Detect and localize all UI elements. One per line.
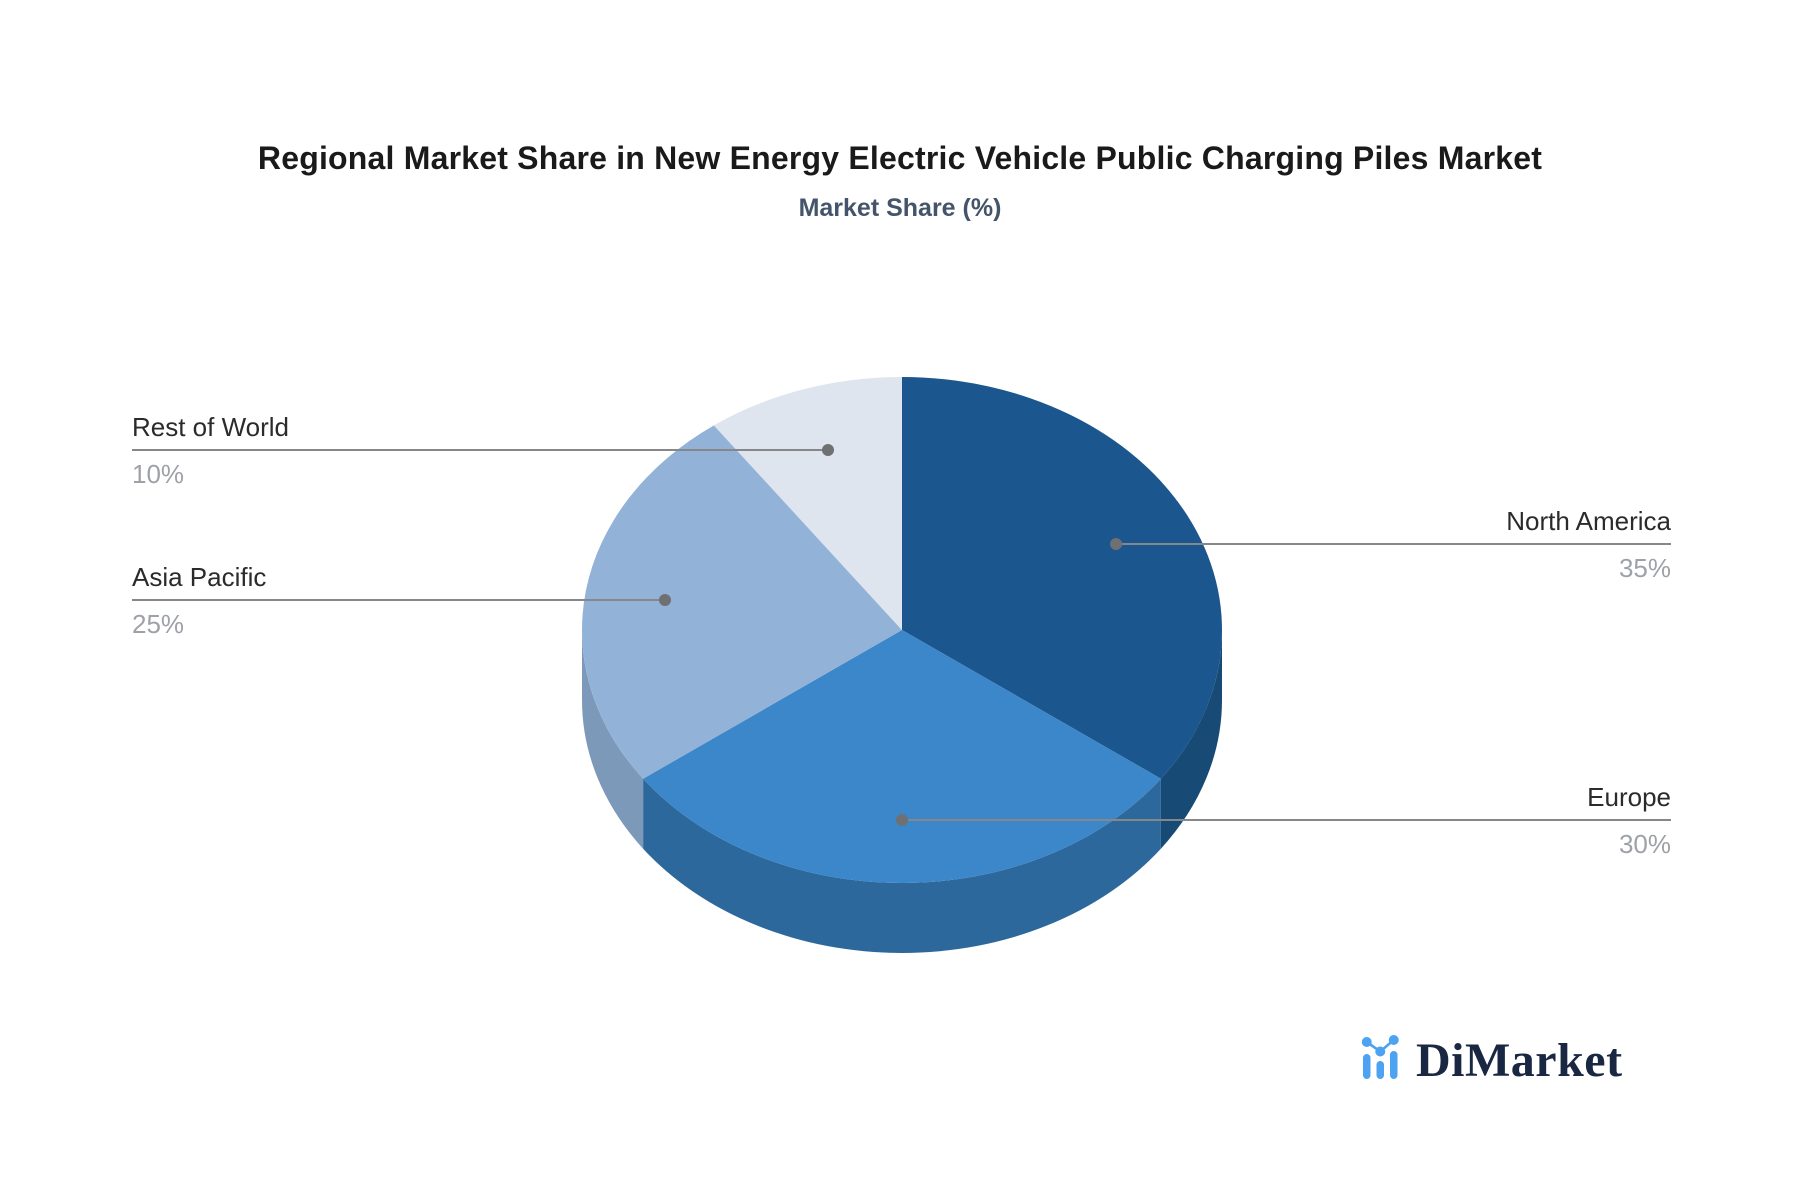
pie-slice-side-north-america	[1160, 630, 1222, 849]
logo-dot	[1388, 1035, 1399, 1045]
leader-dot-europe	[896, 814, 908, 826]
pie-slice-side-asia-pacific	[582, 630, 644, 849]
logo-dot	[1361, 1037, 1372, 1047]
pie-slice-north-america[interactable]	[902, 377, 1223, 779]
slice-label-value: 25%	[132, 609, 185, 639]
slice-label-value: 35%	[1618, 553, 1671, 583]
logo-bar	[1390, 1051, 1398, 1079]
logo-bar	[1363, 1054, 1371, 1079]
leader-dot-asia-pacific	[659, 594, 671, 606]
leader-dot-north-america	[1110, 538, 1122, 550]
slice-label-name: North America	[1506, 506, 1671, 536]
bar-chart-logo-icon	[1361, 1035, 1399, 1079]
slice-label-name: Europe	[1587, 782, 1671, 812]
logo-bar	[1376, 1061, 1384, 1079]
chart-subtitle: Market Share (%)	[798, 194, 1002, 222]
leader-dot-rest-of-world	[822, 444, 834, 456]
chart-title: Regional Market Share in New Energy Elec…	[257, 140, 1543, 176]
logo-dot	[1375, 1046, 1386, 1057]
slice-label-value: 30%	[1618, 829, 1671, 859]
slice-label-value: 10%	[132, 459, 185, 489]
pie-slice-side-europe	[643, 778, 1161, 954]
pie-slice-rest-of-world[interactable]	[713, 377, 902, 630]
pie-slice-asia-pacific[interactable]	[581, 425, 902, 779]
slice-label-name: Rest of World	[132, 412, 290, 442]
logo-text: DiMarket	[1416, 1033, 1623, 1087]
dimarket-logo: DiMarket	[1358, 1033, 1623, 1087]
slice-label-name: Asia Pacific	[132, 562, 267, 592]
